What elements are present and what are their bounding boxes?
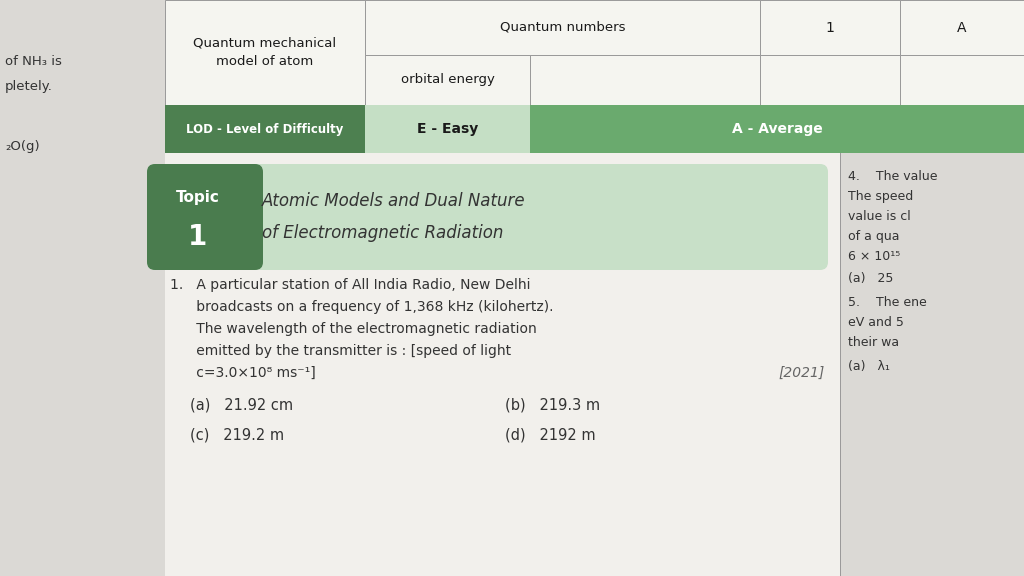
Bar [165,0,840,576]
Bar [365,0,760,55]
Bar [365,105,530,153]
Text: (c)   219.2 m: (c) 219.2 m [190,428,284,443]
Text: (a)   λ₁: (a) λ₁ [848,360,890,373]
Bar [234,172,260,262]
Text: [2021]: [2021] [778,366,825,380]
Text: of Electromagnetic Radiation: of Electromagnetic Radiation [262,224,504,242]
Text: eV and 5: eV and 5 [848,316,904,329]
Text: Quantum mechanical
model of atom: Quantum mechanical model of atom [194,37,337,68]
Bar [900,0,1024,55]
Text: c=3.0×10⁸ ms⁻¹]: c=3.0×10⁸ ms⁻¹] [170,366,315,380]
Text: 6 × 10¹⁵: 6 × 10¹⁵ [848,250,900,263]
Bar [840,0,1024,576]
Bar [760,0,900,55]
Text: A - Average: A - Average [731,122,822,136]
Text: 1.   A particular station of All India Radio, New Delhi: 1. A particular station of All India Rad… [170,278,530,292]
Text: value is cl: value is cl [848,210,910,223]
Bar [530,105,1024,153]
Bar [900,55,1024,105]
Text: (a)   25: (a) 25 [848,272,893,285]
Bar [165,0,1024,153]
Bar [760,55,900,105]
Text: Atomic Models and Dual Nature: Atomic Models and Dual Nature [262,192,525,210]
Text: (d)   2192 m: (d) 2192 m [505,428,596,443]
Bar [365,55,530,105]
Text: A: A [957,21,967,35]
Text: 5.    The ene: 5. The ene [848,296,927,309]
Text: The wavelength of the electromagnetic radiation: The wavelength of the electromagnetic ra… [170,322,537,336]
Text: Quantum numbers: Quantum numbers [500,21,626,34]
Text: Topic: Topic [175,190,219,204]
Text: The speed: The speed [848,190,913,203]
Text: of a qua: of a qua [848,230,899,243]
Text: broadcasts on a frequency of 1,368 kHz (kilohertz).: broadcasts on a frequency of 1,368 kHz (… [170,300,554,314]
Text: emitted by the transmitter is : [speed of light: emitted by the transmitter is : [speed o… [170,344,511,358]
Bar [165,0,365,105]
Text: 4.    The value: 4. The value [848,170,938,183]
Text: of NH₃ is: of NH₃ is [5,55,61,68]
Text: 1: 1 [187,223,207,251]
Bar [530,55,760,105]
Text: (b)   219.3 m: (b) 219.3 m [505,398,600,413]
Bar [0,0,165,576]
Bar [165,105,1024,153]
FancyBboxPatch shape [147,164,263,270]
Text: E - Easy: E - Easy [417,122,478,136]
Text: 1: 1 [825,21,835,35]
Text: pletely.: pletely. [5,80,53,93]
Text: their wa: their wa [848,336,899,349]
Text: LOD - Level of Difficulty: LOD - Level of Difficulty [186,123,344,135]
Text: orbital energy: orbital energy [400,74,495,86]
Text: (a)   21.92 cm: (a) 21.92 cm [190,398,293,413]
FancyBboxPatch shape [147,164,828,270]
Text: ₂O(g): ₂O(g) [5,140,40,153]
